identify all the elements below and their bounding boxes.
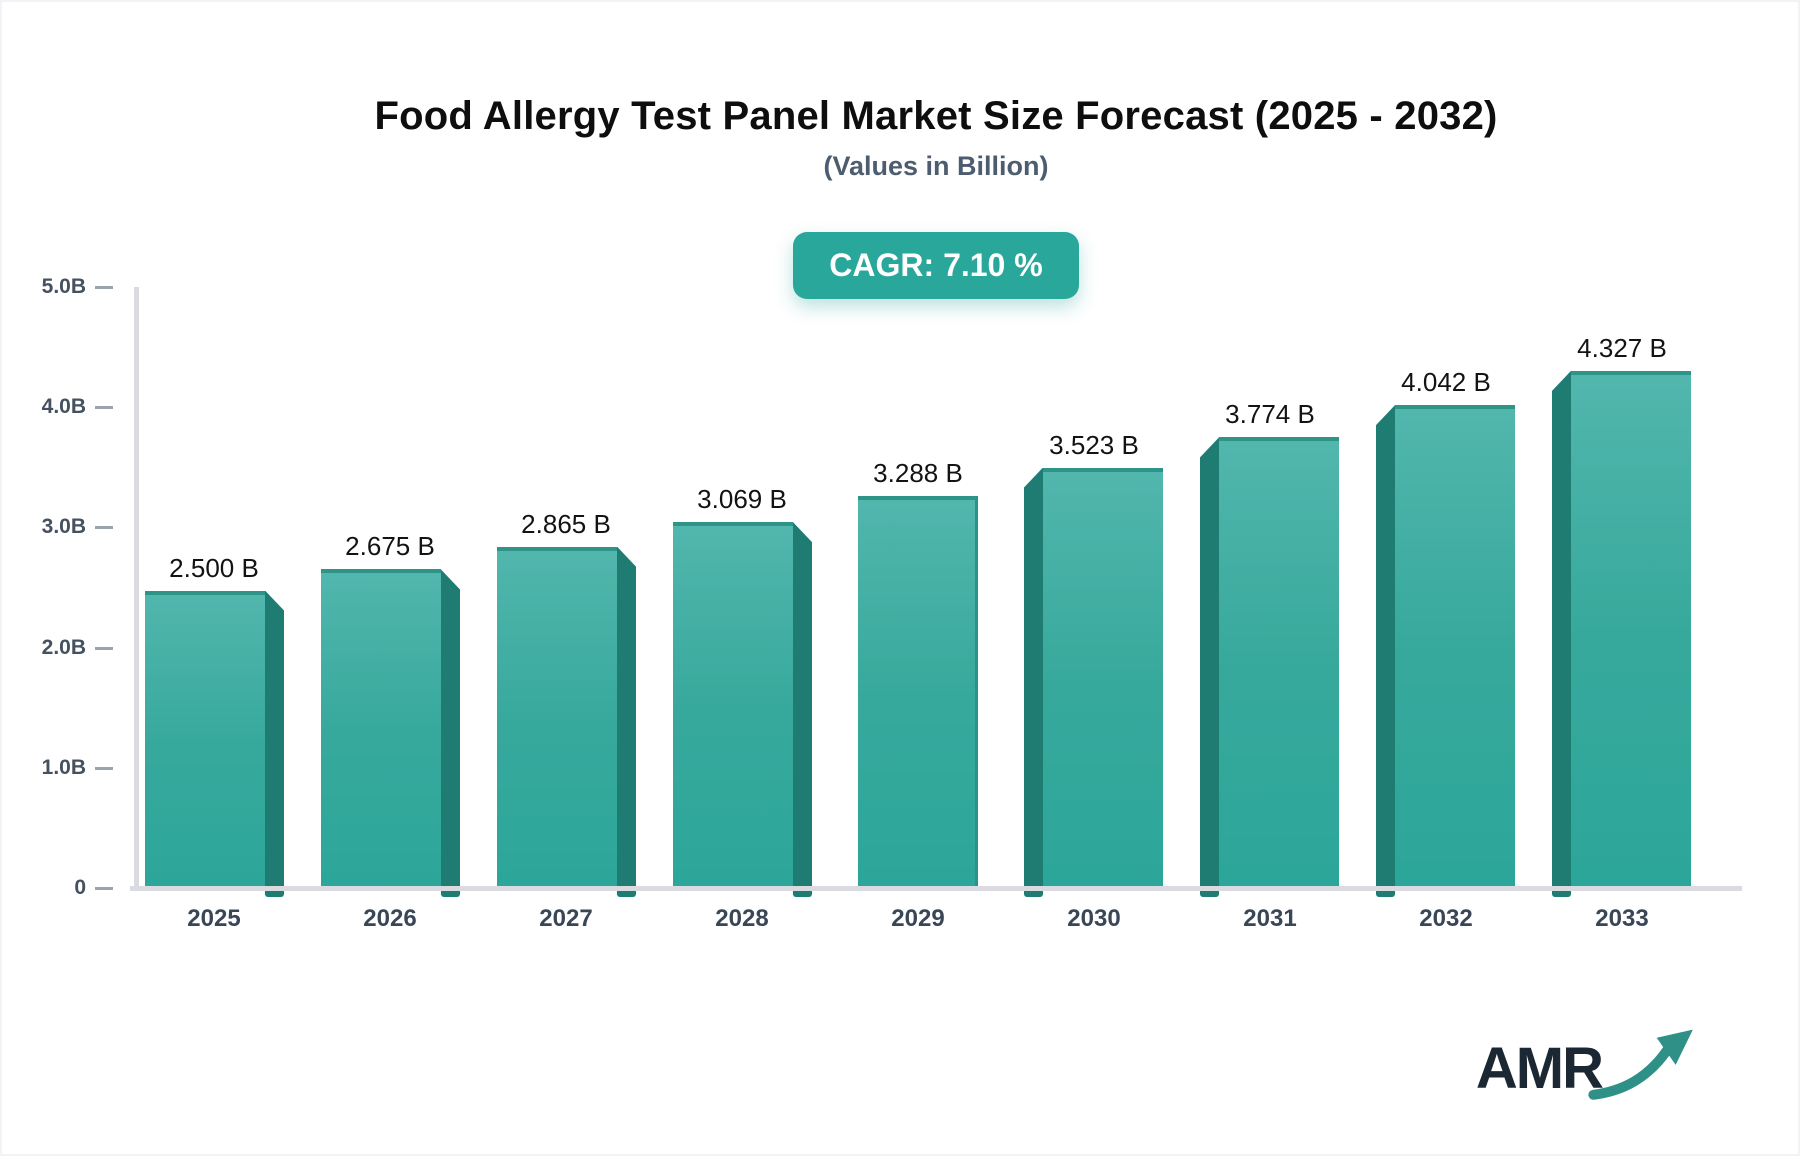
- bar-side-panel: [617, 546, 636, 897]
- y-tick-mark: [95, 646, 113, 650]
- x-category-label: 2026: [363, 905, 417, 932]
- bar-side-panel: [441, 569, 460, 897]
- x-category-label: 2031: [1243, 905, 1297, 932]
- cagr-badge: CAGR: 7.10 %: [793, 232, 1079, 299]
- bar-value-label: 3.288 B: [873, 457, 963, 488]
- amr-logo: AMR: [1475, 1026, 1700, 1101]
- bar-2029[interactable]: [858, 495, 978, 891]
- growth-arrow-icon: [1588, 1029, 1693, 1100]
- bar-2030[interactable]: [1043, 467, 1163, 891]
- y-tick-label: 1.0B: [41, 755, 86, 779]
- x-category-label: 2033: [1595, 905, 1649, 932]
- bar-2026[interactable]: [321, 569, 441, 891]
- bar-value-label: 4.042 B: [1401, 367, 1491, 398]
- y-tick-label: 3.0B: [41, 515, 86, 539]
- y-tick-mark: [95, 406, 113, 410]
- bar-value-label: 2.675 B: [345, 531, 435, 562]
- bar-2031[interactable]: [1219, 437, 1339, 891]
- y-tick-mark: [95, 887, 113, 890]
- y-tick-label: 5.0B: [41, 275, 86, 298]
- x-axis-line: [130, 886, 1742, 891]
- x-category-label: 2030: [1067, 905, 1121, 932]
- bar-value-label: 2.500 B: [169, 552, 259, 583]
- bar-side-panel: [265, 590, 284, 897]
- x-category-label: 2032: [1419, 905, 1473, 932]
- bar-side-panel: [1024, 467, 1043, 897]
- bar-2027[interactable]: [497, 546, 617, 891]
- x-category-label: 2029: [891, 905, 945, 932]
- bar-value-label: 3.523 B: [1049, 429, 1139, 460]
- x-category-label: 2027: [539, 905, 593, 932]
- bar-2033[interactable]: [1571, 370, 1691, 891]
- y-tick-mark: [95, 526, 113, 530]
- x-category-label: 2025: [187, 905, 241, 932]
- bar-2028[interactable]: [673, 522, 793, 891]
- y-tick-mark: [95, 286, 113, 289]
- y-tick-label: 0: [74, 876, 86, 899]
- amr-logo-text: AMR: [1475, 1036, 1604, 1101]
- bar-side-panel: [1376, 405, 1395, 897]
- bar-side-panel: [1552, 370, 1571, 897]
- bar-2032[interactable]: [1395, 405, 1515, 891]
- y-tick-label: 2.0B: [41, 635, 86, 659]
- x-category-label: 2028: [715, 905, 769, 932]
- bar-2025[interactable]: [145, 590, 265, 891]
- chart-title: Food Allergy Test Panel Market Size Fore…: [374, 94, 1498, 138]
- bar-side-panel: [1200, 437, 1219, 897]
- y-tick-label: 4.0B: [41, 395, 86, 419]
- y-axis-line: [134, 287, 139, 891]
- bar-value-label: 3.069 B: [697, 484, 787, 515]
- chart-header: Food Allergy Test Panel Market Size Fore…: [74, 2, 1798, 299]
- bar-value-label: 4.327 B: [1577, 332, 1667, 363]
- y-tick-mark: [95, 766, 113, 770]
- chart-subtitle: (Values in Billion): [823, 151, 1049, 181]
- bar-side-panel: [793, 522, 812, 897]
- bar-value-label: 3.774 B: [1225, 399, 1315, 430]
- bar-value-label: 2.865 B: [521, 508, 611, 539]
